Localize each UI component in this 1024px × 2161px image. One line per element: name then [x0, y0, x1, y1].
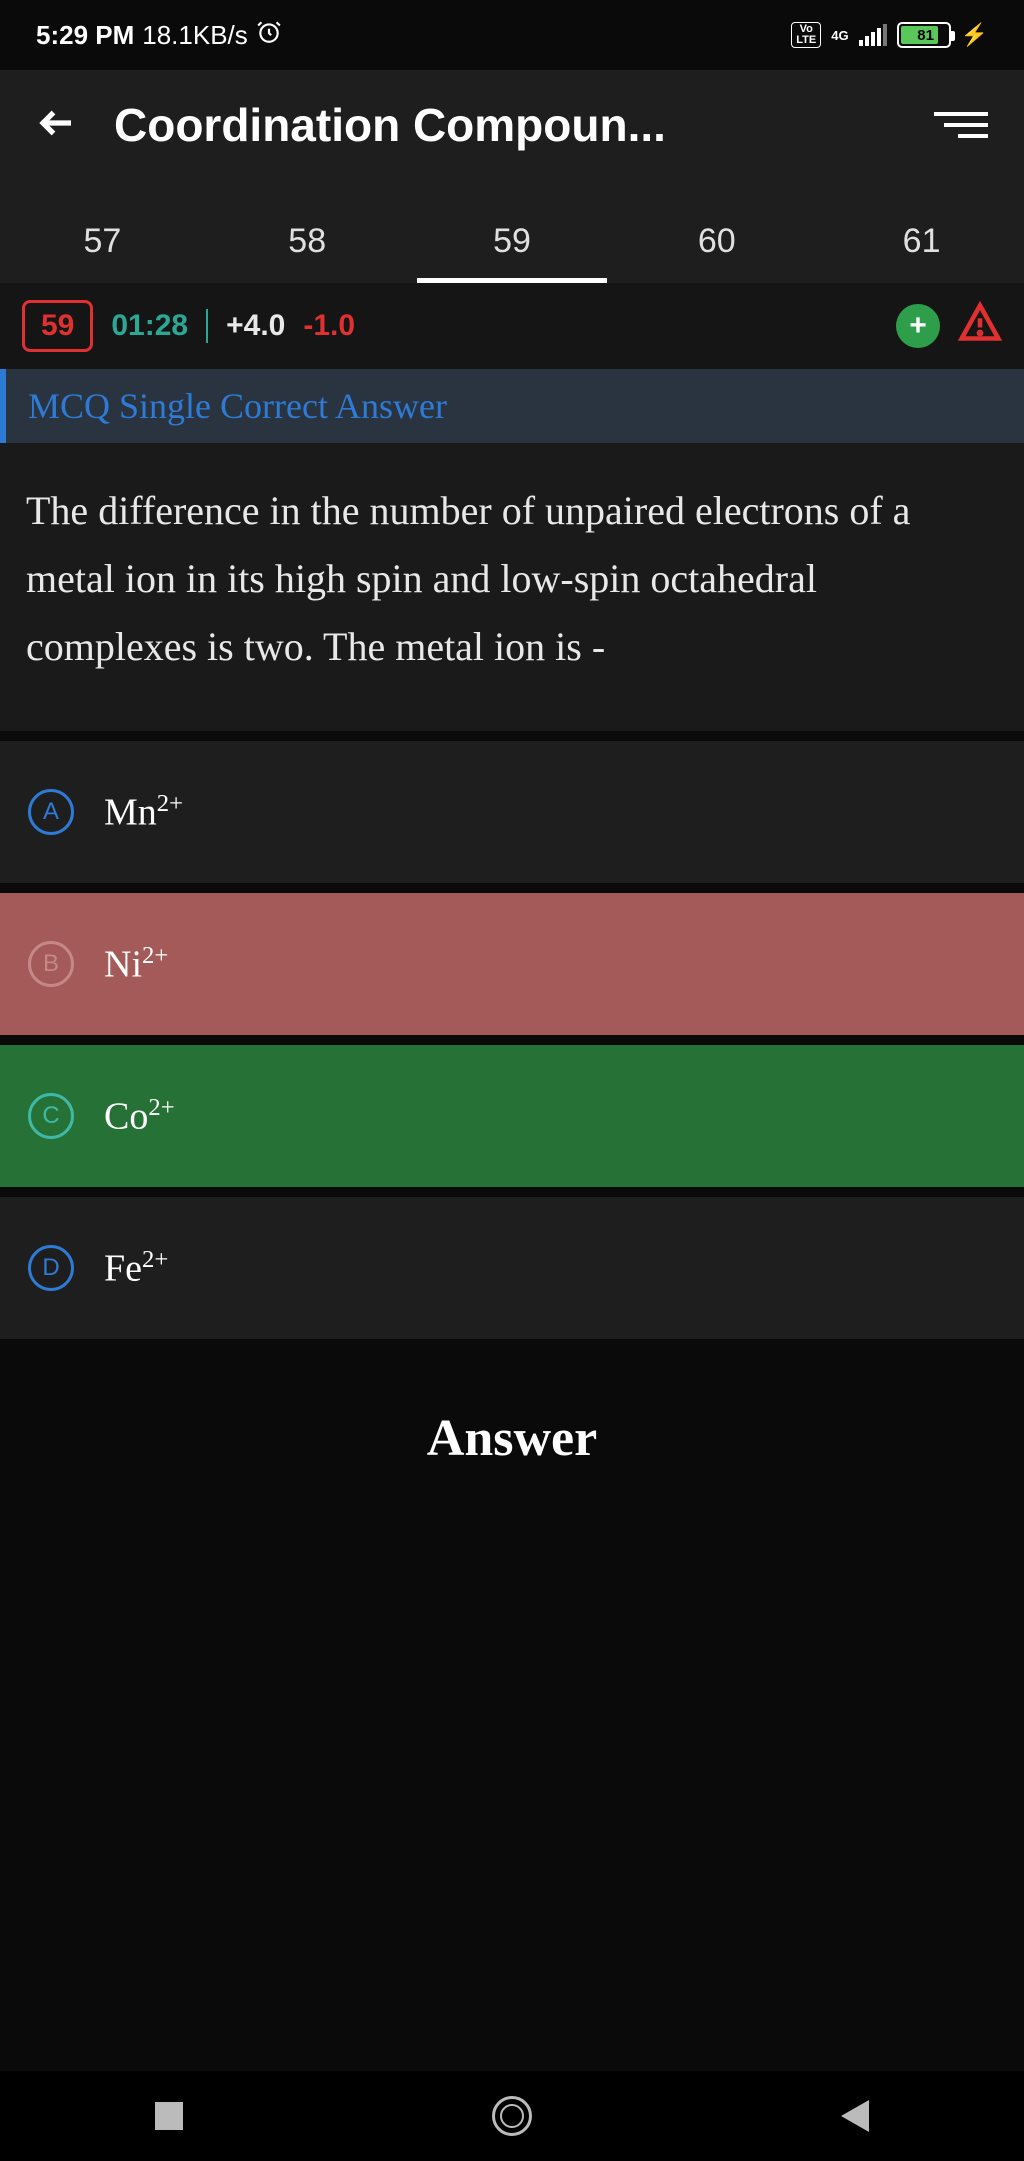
option-letter: B: [28, 941, 74, 987]
mcq-type-label: MCQ Single Correct Answer: [0, 369, 1024, 443]
option-text: Mn2+: [104, 790, 183, 835]
tab-59[interactable]: 59: [410, 200, 615, 283]
app-screen: 5:29 PM 18.1KB/s VoLTE 4G 81 ⚡ Coordinat…: [0, 0, 1024, 2161]
system-nav-bar: [0, 2071, 1024, 2161]
back-nav-icon[interactable]: [841, 2100, 869, 2132]
negative-marks: -1.0: [303, 309, 355, 343]
battery-icon: 81: [897, 22, 951, 48]
tab-57[interactable]: 57: [0, 200, 205, 283]
charging-icon: ⚡: [961, 22, 988, 48]
option-letter: A: [28, 789, 74, 835]
option-letter: C: [28, 1093, 74, 1139]
battery-text: 81: [901, 27, 951, 44]
question-number-badge: 59: [22, 300, 93, 352]
alarm-icon: [256, 19, 282, 52]
options-list: A Mn2+ B Ni2+ C Co2+ D Fe2+: [0, 741, 1024, 1339]
network-speed: 18.1KB/s: [142, 20, 248, 51]
option-letter: D: [28, 1245, 74, 1291]
volte-icon: VoLTE: [791, 22, 821, 48]
question-text: The difference in the number of unpaired…: [0, 443, 1024, 731]
timer-text: 01:28: [111, 309, 208, 343]
clock-text: 5:29 PM: [36, 20, 134, 51]
tab-60[interactable]: 60: [614, 200, 819, 283]
page-title: Coordination Compoun...: [114, 98, 898, 152]
alert-icon[interactable]: [958, 300, 1002, 352]
tab-58[interactable]: 58: [205, 200, 410, 283]
option-c[interactable]: C Co2+: [0, 1045, 1024, 1187]
option-text: Fe2+: [104, 1246, 168, 1291]
status-right: VoLTE 4G 81 ⚡: [791, 22, 988, 48]
option-text: Co2+: [104, 1094, 175, 1139]
signal-icon: [859, 24, 887, 46]
back-icon[interactable]: [36, 102, 78, 149]
recents-icon[interactable]: [155, 2102, 183, 2130]
tab-61[interactable]: 61: [819, 200, 1024, 283]
add-icon[interactable]: +: [896, 304, 940, 348]
question-tabs: 57 58 59 60 61: [0, 200, 1024, 283]
status-left: 5:29 PM 18.1KB/s: [36, 19, 282, 52]
scoring-bar: 59 01:28 +4.0 -1.0 +: [0, 283, 1024, 369]
status-bar: 5:29 PM 18.1KB/s VoLTE 4G 81 ⚡: [0, 0, 1024, 70]
option-b[interactable]: B Ni2+: [0, 893, 1024, 1035]
sort-icon[interactable]: [934, 112, 988, 138]
option-a[interactable]: A Mn2+: [0, 741, 1024, 883]
option-text: Ni2+: [104, 942, 168, 987]
answer-heading: Answer: [0, 1339, 1024, 1518]
app-header: Coordination Compoun...: [0, 70, 1024, 200]
positive-marks: +4.0: [226, 309, 285, 343]
option-d[interactable]: D Fe2+: [0, 1197, 1024, 1339]
network-type: 4G: [831, 28, 848, 43]
home-icon[interactable]: [492, 2096, 532, 2136]
